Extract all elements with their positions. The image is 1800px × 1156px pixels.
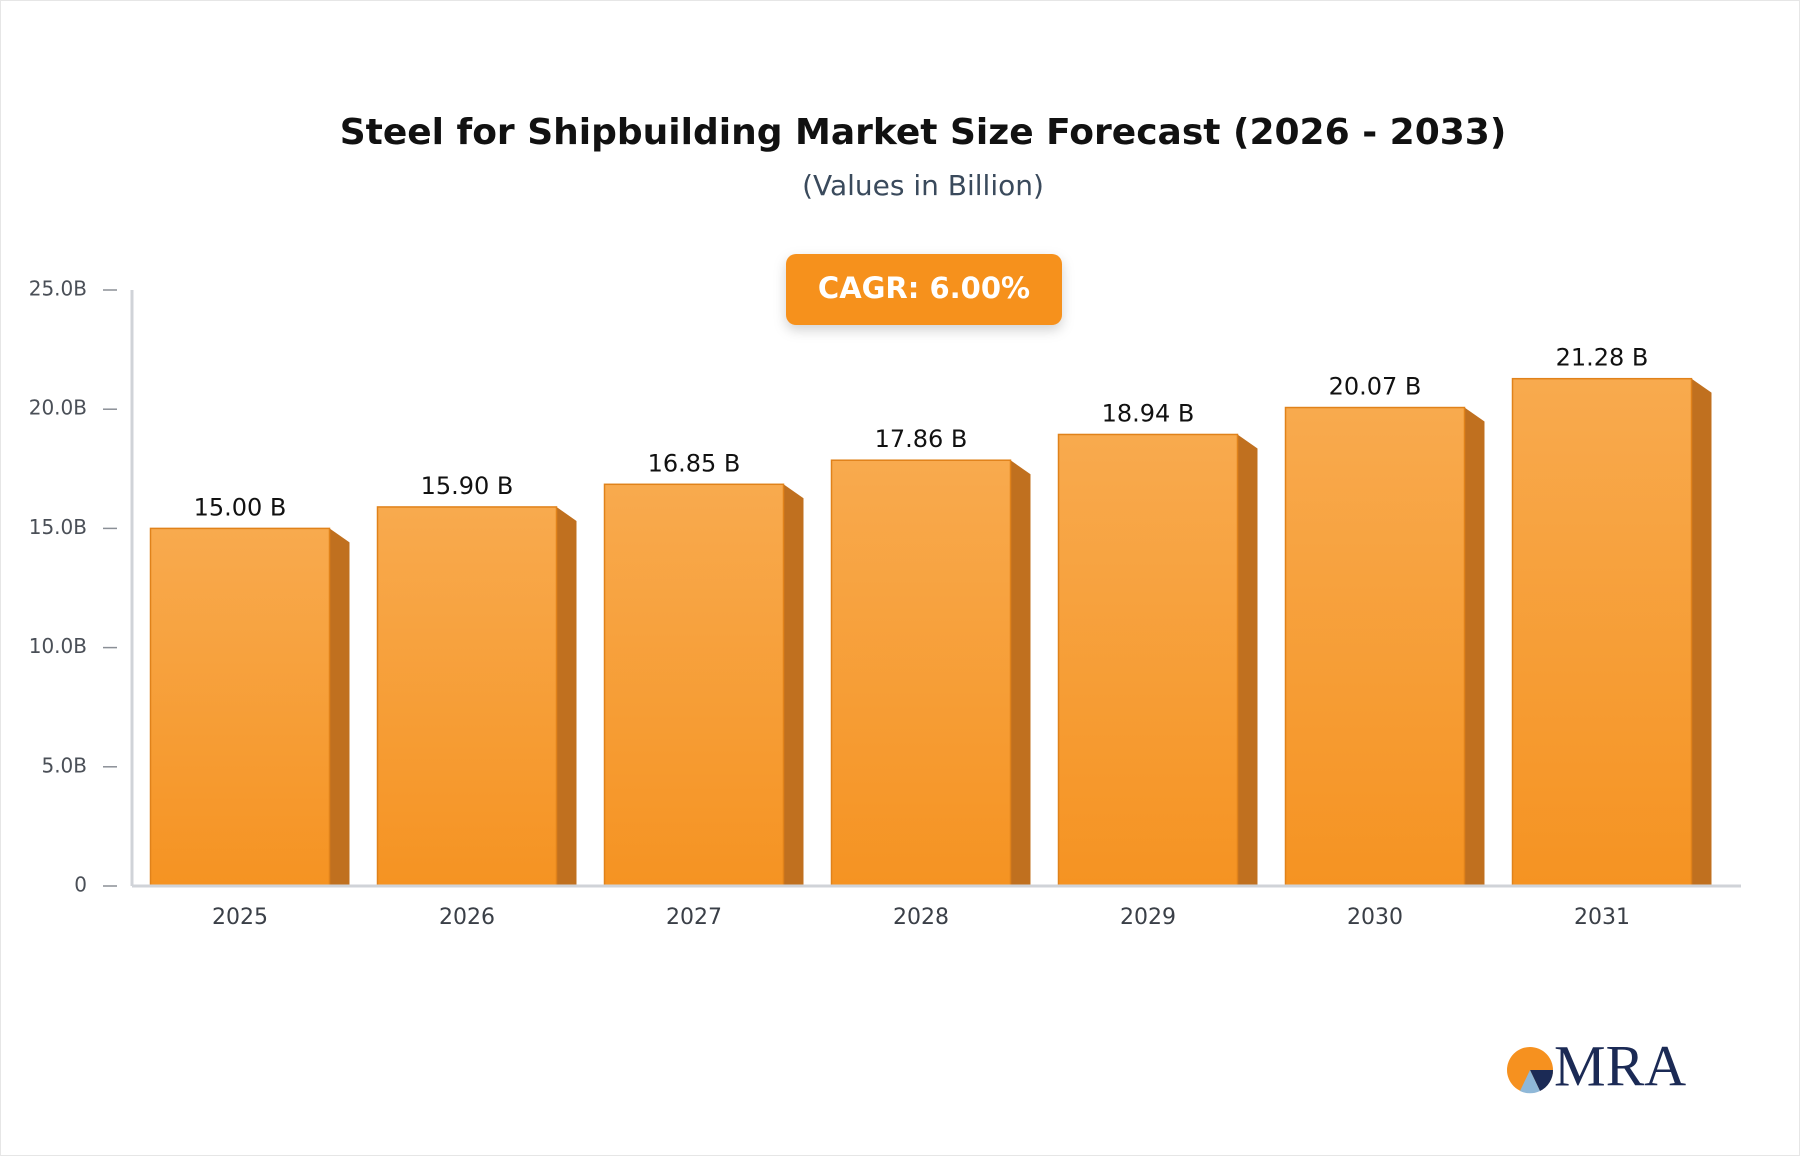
cagr-label: CAGR: 6.00%: [818, 271, 1030, 305]
bar: [603, 483, 785, 887]
value-label: 15.00 B: [194, 493, 287, 521]
bar: [149, 527, 331, 887]
x-tick-label: 2026: [439, 905, 495, 930]
y-tick-label: 10.0B: [29, 634, 87, 658]
value-label: 18.94 B: [1102, 399, 1195, 427]
x-tick-label: 2031: [1574, 905, 1630, 930]
chart-title: Steel for Shipbuilding Market Size Forec…: [340, 112, 1507, 153]
x-tick-label: 2027: [666, 905, 722, 930]
bar-side: [1464, 407, 1485, 886]
bar-side: [329, 528, 350, 886]
bar: [1057, 433, 1239, 887]
x-tick-label: 2030: [1347, 905, 1403, 930]
value-label: 15.90 B: [421, 472, 514, 500]
bar: [376, 506, 558, 887]
value-label: 20.07 B: [1329, 373, 1422, 401]
cagr-badge: [786, 254, 1062, 325]
bar: [830, 459, 1012, 887]
bar: [1284, 406, 1466, 887]
bar-side: [783, 484, 804, 886]
x-tick-label: 2028: [893, 905, 949, 930]
value-label: 21.28 B: [1556, 344, 1649, 372]
bar-side: [1237, 434, 1258, 886]
bar-side: [1010, 460, 1031, 886]
bar-side: [556, 506, 577, 886]
bar: [1511, 377, 1693, 887]
x-tick-label: 2025: [212, 905, 268, 930]
logo-text: MRA: [1554, 1033, 1686, 1098]
y-tick-label: 25.0B: [29, 277, 87, 301]
value-label: 16.85 B: [648, 449, 741, 477]
y-tick-label: 0: [74, 873, 87, 897]
x-tick-label: 2029: [1120, 905, 1176, 930]
logo-icon-slice: [1530, 1070, 1554, 1091]
y-tick-label: 15.0B: [29, 515, 87, 539]
chart-subtitle: (Values in Billion): [802, 169, 1044, 202]
bar-side: [1691, 378, 1712, 886]
y-tick-label: 5.0B: [41, 753, 87, 777]
logo-icon-slice: [1520, 1070, 1540, 1094]
y-tick-label: 20.0B: [29, 396, 87, 420]
value-label: 17.86 B: [875, 425, 968, 453]
logo: MRA: [1507, 1033, 1686, 1098]
